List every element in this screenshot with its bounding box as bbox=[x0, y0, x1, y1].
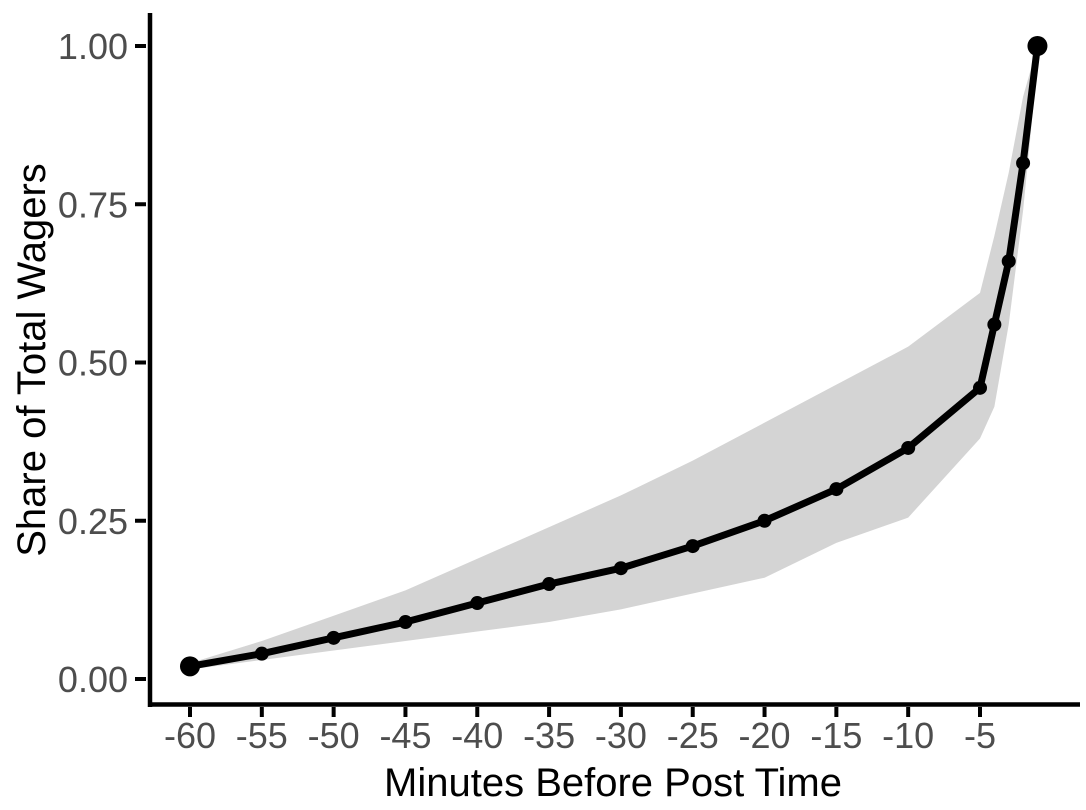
data-points bbox=[180, 36, 1048, 677]
data-point bbox=[542, 577, 557, 592]
share-line bbox=[186, 42, 1041, 670]
y-axis-title: Share of Total Wagers bbox=[10, 163, 54, 557]
y-tick-label: 0.25 bbox=[58, 501, 128, 542]
x-tick-label: -20 bbox=[739, 715, 791, 756]
data-point bbox=[972, 380, 987, 395]
x-tick-label: -55 bbox=[236, 715, 288, 756]
x-tick-label: -5 bbox=[964, 715, 996, 756]
y-tick-label: 0.50 bbox=[58, 343, 128, 384]
data-point bbox=[829, 482, 844, 497]
x-axis: -60 -55 -50 -45 -40 -35 -30 -25 -20 -15 -10 -5 bbox=[148, 702, 1080, 756]
x-tick-label: -40 bbox=[451, 715, 503, 756]
data-point bbox=[1001, 254, 1016, 269]
data-point bbox=[1016, 156, 1031, 171]
x-tick-label: -25 bbox=[667, 715, 719, 756]
data-point bbox=[613, 561, 628, 576]
data-point bbox=[685, 539, 700, 554]
x-axis-title: Minutes Before Post Time bbox=[384, 761, 842, 805]
y-tick-label: 0.00 bbox=[58, 659, 128, 700]
data-point bbox=[326, 630, 341, 645]
data-point bbox=[1027, 36, 1048, 56]
y-tick-label: 0.75 bbox=[58, 184, 128, 225]
x-tick-label: -30 bbox=[595, 715, 647, 756]
x-tick-label: -50 bbox=[308, 715, 360, 756]
data-point bbox=[254, 646, 269, 661]
data-point bbox=[180, 656, 200, 677]
data-point bbox=[470, 596, 485, 611]
x-tick-label: -35 bbox=[523, 715, 575, 756]
ribbon-polygon bbox=[190, 46, 1038, 670]
data-point bbox=[987, 317, 1002, 332]
x-tick-label: -45 bbox=[379, 715, 431, 756]
y-axis: 0.00 0.25 0.50 0.75 1.00 bbox=[58, 13, 153, 707]
x-tick-label: -10 bbox=[882, 715, 934, 756]
x-tick-label: -60 bbox=[164, 715, 216, 756]
y-tick-label: 1.00 bbox=[58, 26, 128, 67]
data-point bbox=[398, 615, 413, 630]
share-polyline bbox=[186, 42, 1041, 670]
confidence-ribbon bbox=[190, 46, 1038, 670]
x-tick-label: -15 bbox=[810, 715, 862, 756]
data-point bbox=[757, 513, 772, 528]
data-point bbox=[901, 440, 916, 455]
